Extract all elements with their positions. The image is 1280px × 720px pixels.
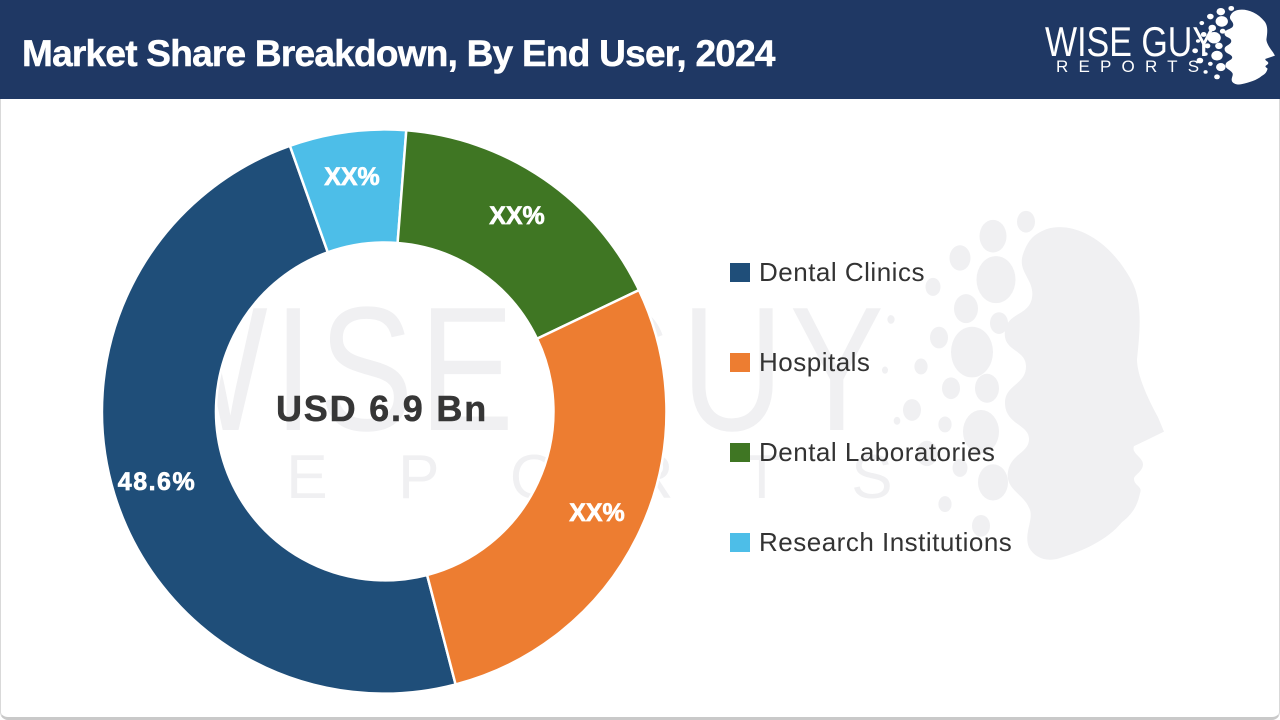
- svg-text:WISE GUY: WISE GUY: [1045, 18, 1215, 65]
- svg-text:XX%: XX%: [324, 163, 380, 191]
- svg-text:XX%: XX%: [569, 499, 625, 527]
- svg-text:USD 6.9 Bn: USD 6.9 Bn: [276, 388, 488, 429]
- svg-text:48.6%: 48.6%: [118, 468, 196, 496]
- svg-text:XX%: XX%: [489, 202, 545, 230]
- svg-text:WISE GUY: WISE GUY: [134, 270, 890, 468]
- svg-text:REPORTS: REPORTS: [1056, 57, 1209, 76]
